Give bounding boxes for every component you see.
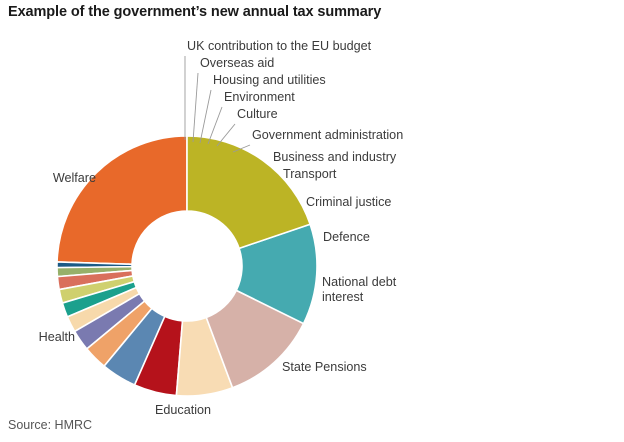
category-label-health: Health — [39, 330, 75, 344]
category-label-welfare: Welfare — [53, 171, 96, 185]
source-note: Source: HMRC — [8, 418, 93, 432]
category-label-uk-eu-budget: UK contribution to the EU budget — [187, 39, 372, 53]
category-label-criminal-justice: Criminal justice — [306, 195, 391, 209]
category-label-overseas-aid: Overseas aid — [200, 56, 274, 70]
leader-line-housing-and-utilities — [199, 89, 212, 144]
category-label-defence: Defence — [323, 230, 370, 244]
leader-line-overseas-aid — [192, 72, 199, 143]
category-label-government-administration: Government administration — [252, 128, 403, 142]
donut-slice[interactable] — [186, 135, 312, 250]
category-label-environment: Environment — [224, 90, 295, 104]
leader-lines — [184, 56, 251, 153]
category-label-housing-and-utilities: Housing and utilities — [213, 73, 326, 87]
category-label-transport: Transport — [283, 167, 337, 181]
leader-line-government-administration — [232, 144, 251, 153]
leader-line-environment — [207, 106, 223, 145]
leader-line-culture — [216, 123, 236, 147]
category-label-national-debt-interest: National debt — [322, 275, 397, 289]
category-labels: Welfare UK contribution to the EU budget O… — [39, 39, 404, 417]
category-label-business-and-industry: Business and industry — [273, 150, 397, 164]
category-label-education: Education — [155, 403, 211, 417]
category-label-state-pensions: State Pensions — [282, 360, 367, 374]
donut-slice[interactable] — [56, 135, 188, 266]
donut-slices — [56, 135, 318, 397]
category-label-national-debt-interest-2: interest — [322, 290, 364, 304]
page-title: Example of the government’s new annual t… — [8, 4, 382, 20]
category-label-culture: Culture — [237, 107, 278, 121]
